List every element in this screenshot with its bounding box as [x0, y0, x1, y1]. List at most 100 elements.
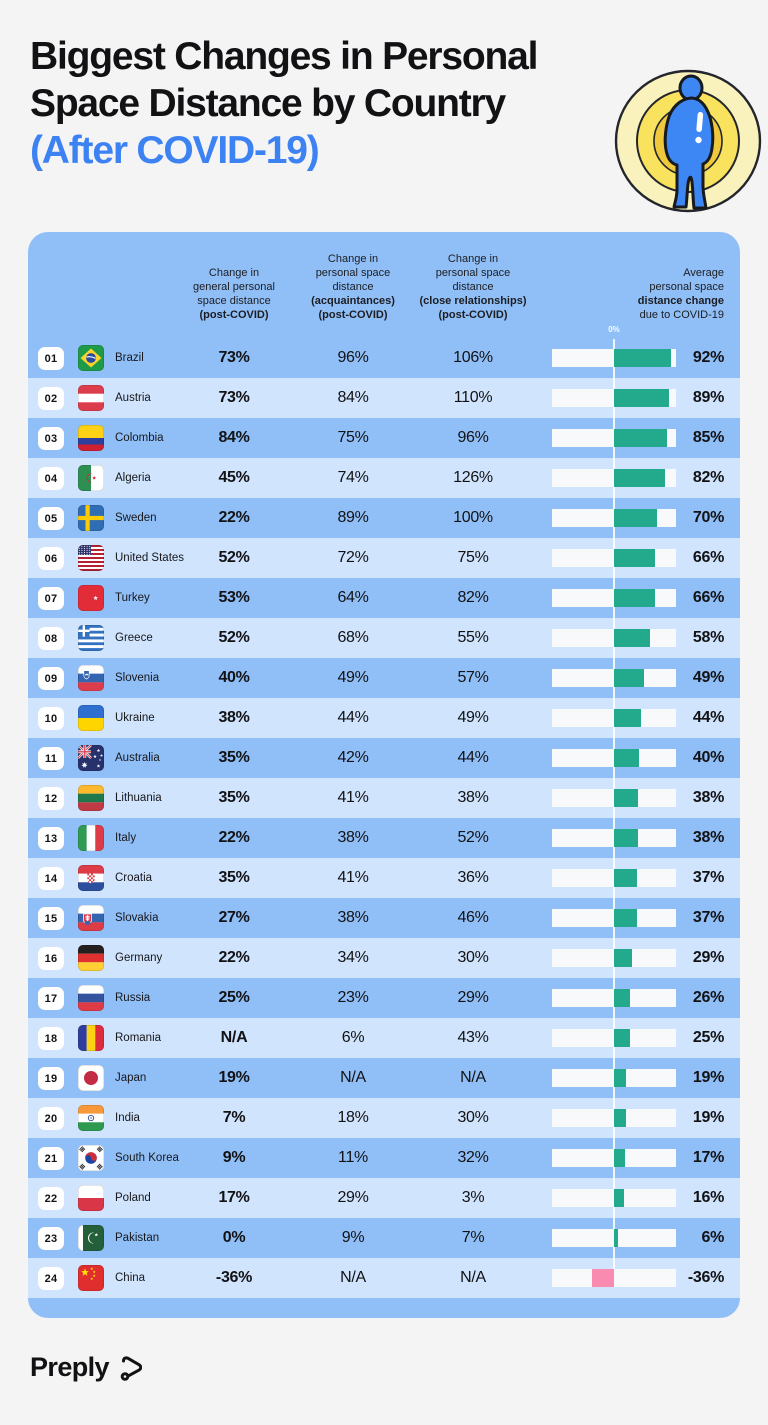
value-general: 22% [218, 829, 250, 846]
average-bar-track [552, 1029, 676, 1047]
average-bar-track [552, 749, 676, 767]
country-name: Australia [115, 752, 160, 764]
rank-badge: 16 [38, 947, 64, 970]
value-general: 7% [222, 1109, 246, 1126]
table-row-germany: 16 Germany 22% 34% 30% 29% [28, 938, 740, 978]
value-general: N/A [220, 1029, 248, 1046]
country-name: Romania [115, 1032, 162, 1044]
value-acquaintances: 84% [337, 389, 369, 406]
table-row-austria: 02 Austria 73% 84% 110% 89% [28, 378, 740, 418]
value-close-relationships: N/A [460, 1069, 486, 1086]
value-close-relationships: 44% [457, 749, 489, 766]
rank-badge: 07 [38, 587, 64, 610]
value-average: 37% [692, 909, 724, 926]
exclamation-mark [696, 112, 704, 132]
table-row-south-korea: 21 South Korea 9% 11% 32% 17% [28, 1138, 740, 1178]
value-acquaintances: 68% [337, 629, 369, 646]
value-close-relationships: 106% [453, 349, 493, 366]
country-name: China [115, 1272, 146, 1284]
country-name: Colombia [115, 432, 164, 444]
value-close-relationships: 100% [453, 509, 493, 526]
rank-badge: 05 [38, 507, 64, 530]
person-head [678, 74, 704, 102]
value-acquaintances: 9% [341, 1229, 365, 1246]
zero-axis-line [613, 339, 615, 1277]
preply-logo: Preply [30, 1352, 110, 1382]
value-average: 70% [692, 509, 724, 526]
table-row-australia: 11 Australia 35% 42% 44% 40% [28, 738, 740, 778]
average-bar-track [552, 949, 676, 967]
column-header-line: Change in [208, 266, 260, 279]
value-acquaintances: 96% [337, 349, 369, 366]
rank-badge: 24 [38, 1267, 64, 1290]
country-name: Poland [115, 1192, 151, 1204]
rank-badge: 03 [38, 427, 64, 450]
average-bar [614, 909, 637, 927]
column-header-line: Average [683, 266, 724, 279]
table-row-algeria: 04 Algeria 45% 74% 126% 82% [28, 458, 740, 498]
country-name: Austria [115, 392, 151, 404]
value-close-relationships: 46% [457, 909, 489, 926]
rank-badge: 11 [38, 747, 64, 770]
value-general: 84% [218, 429, 250, 446]
value-acquaintances: 42% [337, 749, 369, 766]
rank-badge: 15 [38, 907, 64, 930]
value-general: 53% [218, 589, 250, 606]
table-row-sweden: 05 Sweden 22% 89% 100% 70% [28, 498, 740, 538]
country-name: Brazil [115, 352, 144, 364]
value-close-relationships: 49% [457, 709, 489, 726]
value-acquaintances: 64% [337, 589, 369, 606]
average-bar [614, 1149, 625, 1167]
turkey-flag-icon [78, 585, 104, 611]
value-average: 19% [692, 1109, 724, 1126]
lithuania-flag-icon [78, 785, 104, 811]
value-acquaintances: 29% [337, 1189, 369, 1206]
value-average: 25% [692, 1029, 724, 1046]
value-close-relationships: 38% [457, 789, 489, 806]
austria-flag-icon [78, 385, 104, 411]
page-title: Biggest Changes in Personal Space Distan… [30, 34, 768, 174]
average-bar [614, 429, 667, 447]
value-average: 38% [692, 829, 724, 846]
title-line-2: Space Distance by Country [30, 81, 506, 125]
value-close-relationships: 55% [457, 629, 489, 646]
pakistan-flag-icon [78, 1225, 104, 1251]
average-bar [614, 1029, 630, 1047]
average-bar [614, 949, 632, 967]
average-bar [614, 589, 655, 607]
table-row-united-states: 06 United States 52% 72% 75% 66% [28, 538, 740, 578]
table-row-greece: 08 Greece 52% 68% 55% 58% [28, 618, 740, 658]
column-header-line: Change in [447, 252, 499, 265]
value-close-relationships: 3% [461, 1189, 485, 1206]
value-close-relationships: 75% [457, 549, 489, 566]
column-header-line: (post-COVID) [199, 308, 269, 321]
rank-badge: 09 [38, 667, 64, 690]
value-acquaintances: 6% [341, 1029, 365, 1046]
value-general: 38% [218, 709, 250, 726]
value-close-relationships: 7% [461, 1229, 485, 1246]
china-flag-icon [78, 1265, 104, 1291]
average-bar-track [552, 429, 676, 447]
russia-flag-icon [78, 985, 104, 1011]
value-close-relationships: 32% [457, 1149, 489, 1166]
column-header-line: personal space [435, 266, 511, 279]
column-header-line: personal space [315, 266, 391, 279]
value-acquaintances: 41% [337, 789, 369, 806]
country-name: Pakistan [115, 1232, 160, 1244]
average-bar-track [552, 669, 676, 687]
zero-axis-label: 0% [608, 325, 620, 334]
table-row-japan: 19 Japan 19% N/A N/A 19% [28, 1058, 740, 1098]
germany-flag-icon [78, 945, 104, 971]
country-name: Germany [115, 952, 163, 964]
india-flag-icon [78, 1105, 104, 1131]
rank-badge: 13 [38, 827, 64, 850]
value-close-relationships: 82% [457, 589, 489, 606]
rank-badge: 12 [38, 787, 64, 810]
value-general: 52% [218, 629, 250, 646]
value-general: 73% [218, 389, 250, 406]
page-header: Biggest Changes in Personal Space Distan… [0, 0, 768, 213]
average-bar-track [552, 1109, 676, 1127]
value-close-relationships: 52% [457, 829, 489, 846]
column-header-line: (post-COVID) [318, 308, 388, 321]
value-acquaintances: 44% [337, 709, 369, 726]
